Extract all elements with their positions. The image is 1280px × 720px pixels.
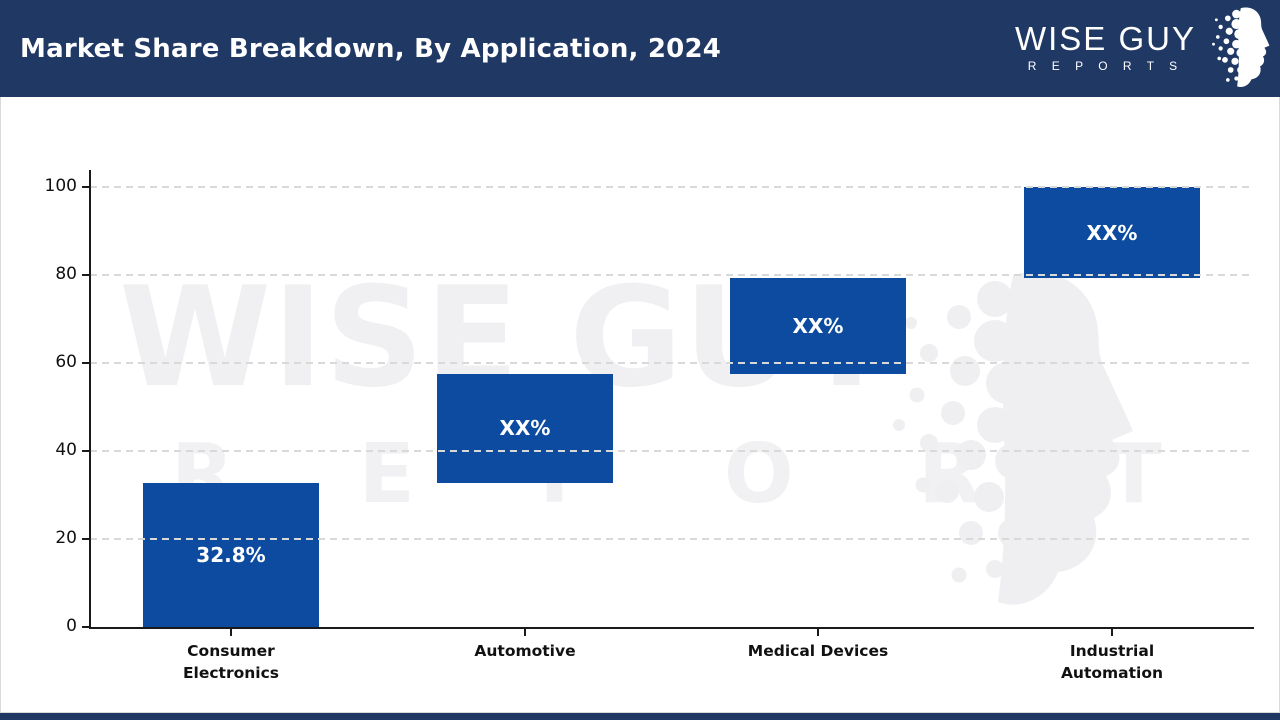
- chart-area: WISE GUY R E P O R T S 0 20 40 60 80 100 32.8%…: [0, 97, 1280, 713]
- footer-bar: [0, 713, 1280, 720]
- bar-value-label: 32.8%: [196, 542, 266, 567]
- x-tick-mark-3: [817, 629, 819, 636]
- bar-value-label: XX%: [499, 416, 551, 441]
- x-category-label-1: Consumer Electronics: [182, 642, 280, 682]
- plot-region: 0 20 40 60 80 100 32.8% Consumer Electronics XX%…: [1, 97, 1279, 712]
- brand-subtitle: R E P O R T S: [1027, 58, 1184, 73]
- gridline-60: [90, 362, 1254, 364]
- x-category-label-3: Medical Devices: [747, 642, 889, 660]
- x-tick-mark-2: [524, 629, 526, 636]
- x-category-label-4: Industrial Automation: [1060, 642, 1164, 682]
- brand-logo: WISE GUY R E P O R T S: [1015, 4, 1272, 90]
- bar-segment-3: XX%: [730, 278, 906, 374]
- gridline-100: [90, 186, 1254, 188]
- bar-segment-2: XX%: [437, 374, 613, 483]
- y-tick-label-20: 20: [55, 528, 77, 548]
- gridline-40: [90, 450, 1254, 452]
- y-tick-mark-0: [82, 626, 89, 628]
- brand-name: WISE GUY: [1014, 20, 1196, 58]
- wise-guy-head-icon: [1198, 4, 1272, 90]
- y-tick-mark-100: [82, 186, 89, 188]
- bar-segment-1: 32.8%: [143, 482, 319, 627]
- x-tick-mark-4: [1111, 629, 1113, 636]
- y-tick-label-80: 80: [55, 264, 77, 284]
- y-tick-label-40: 40: [55, 440, 77, 460]
- bar-value-label: XX%: [792, 314, 844, 339]
- gridline-80: [90, 274, 1254, 276]
- gridline-20: [90, 538, 1254, 540]
- y-tick-label-100: 100: [44, 176, 77, 196]
- y-tick-label-0: 0: [66, 616, 77, 636]
- x-axis-line: [89, 627, 1254, 629]
- page-title: Market Share Breakdown, By Application, …: [20, 33, 722, 64]
- x-tick-mark-1: [230, 629, 232, 636]
- x-category-label-2: Automotive: [474, 642, 576, 660]
- y-axis-line: [89, 170, 91, 629]
- y-tick-mark-40: [82, 450, 89, 452]
- y-tick-mark-20: [82, 538, 89, 540]
- y-tick-mark-60: [82, 362, 89, 364]
- bar-segment-4: XX%: [1024, 187, 1200, 279]
- bar-value-label: XX%: [1086, 220, 1138, 245]
- y-tick-label-60: 60: [55, 352, 77, 372]
- y-tick-mark-80: [82, 274, 89, 276]
- brand-logo-text: WISE GUY R E P O R T S: [1014, 20, 1196, 73]
- header-bar: Market Share Breakdown, By Application, …: [0, 0, 1280, 97]
